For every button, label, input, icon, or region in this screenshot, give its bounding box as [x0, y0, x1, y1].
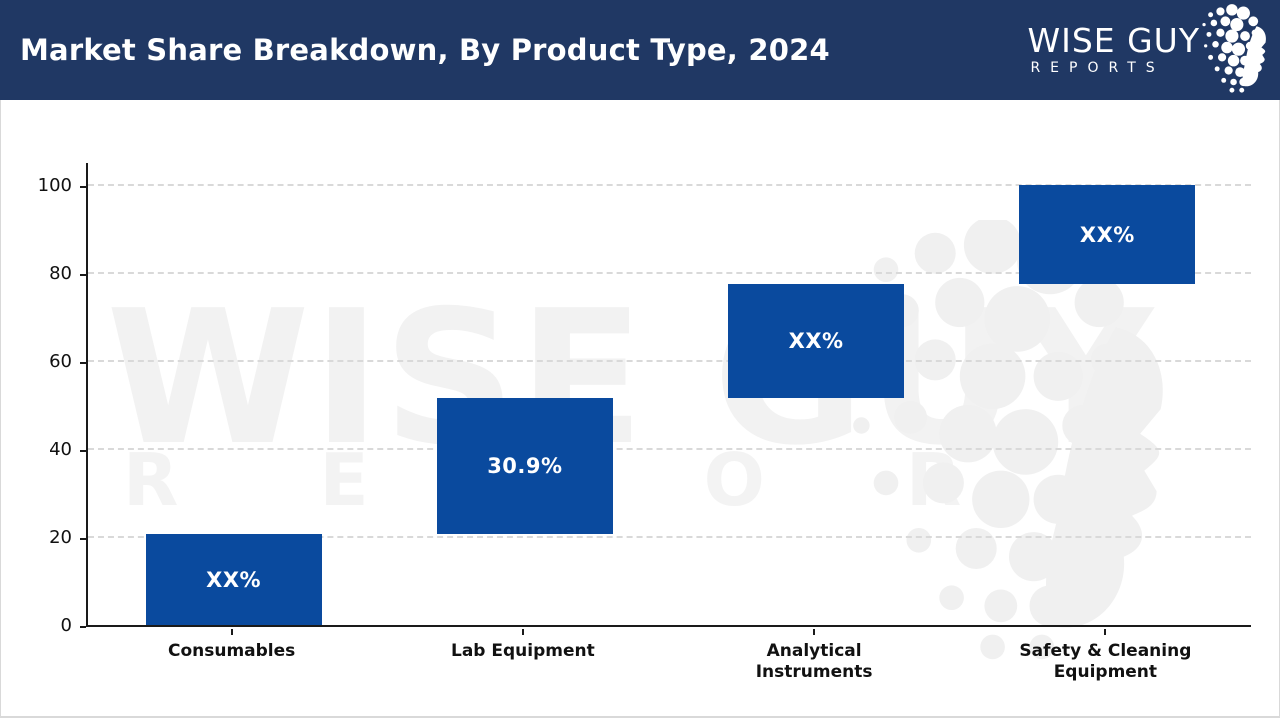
y-tick-label: 60 [49, 351, 72, 372]
bar-segment: 30.9% [436, 398, 613, 535]
plot-area: XX% 30.9% XX% XX% [86, 163, 1251, 627]
x-category-label: Safety & Cleaning Equipment [1019, 641, 1192, 682]
x-tick-mark [813, 629, 816, 635]
y-tick-mark [80, 450, 86, 452]
bar-value-label: 30.9% [487, 454, 563, 479]
x-axis-labels: Consumables Lab Equipment Analytical Instr… [86, 641, 1251, 682]
x-category-label: Lab Equipment [451, 641, 595, 661]
y-tick-label: 40 [49, 439, 72, 460]
grid-line [88, 536, 1251, 538]
header-bar: Market Share Breakdown, By Product Type,… [0, 0, 1280, 100]
y-tick-label: 100 [37, 175, 72, 196]
y-tick-label: 80 [49, 263, 72, 284]
y-tick-label: 0 [60, 615, 72, 636]
x-tick-mark [521, 629, 524, 635]
bar-value-label: XX% [788, 329, 844, 354]
page-title: Market Share Breakdown, By Product Type,… [20, 33, 830, 67]
dotted-head-icon [1202, 4, 1266, 93]
x-axis-ticks [86, 629, 1251, 637]
y-tick-mark [80, 274, 86, 276]
x-tick-mark [1104, 629, 1107, 635]
x-category-label: Analytical Instruments [755, 641, 873, 682]
bar-value-label: XX% [1079, 222, 1135, 247]
brand-name: WISE GUY [1027, 20, 1200, 60]
brand-logo-text: WISE GUY REPORTS [1027, 20, 1200, 77]
y-axis: 0 20 40 60 80 100 [1, 163, 86, 636]
grid-line [88, 448, 1251, 450]
y-tick-mark [80, 538, 86, 540]
chart-panel: WISE GUY R E P O R T S 0 20 40 60 80 100 XX% 3… [0, 100, 1280, 718]
bar-segment: XX% [728, 284, 905, 399]
brand-logo: WISE GUY REPORTS [1027, 4, 1268, 96]
grid-line [88, 272, 1251, 274]
bar-value-label: XX% [206, 567, 262, 592]
bar-segment: XX% [145, 534, 322, 625]
y-tick-mark [80, 362, 86, 364]
x-tick-mark [230, 629, 233, 635]
bar-segment: XX% [1019, 185, 1196, 285]
grid-line [88, 184, 1251, 186]
x-category-label: Consumables [167, 641, 296, 661]
y-tick-label: 20 [49, 527, 72, 548]
y-tick-mark [80, 626, 86, 628]
grid-line [88, 360, 1251, 362]
brand-subname: REPORTS [1030, 60, 1165, 77]
y-tick-mark [80, 186, 86, 188]
